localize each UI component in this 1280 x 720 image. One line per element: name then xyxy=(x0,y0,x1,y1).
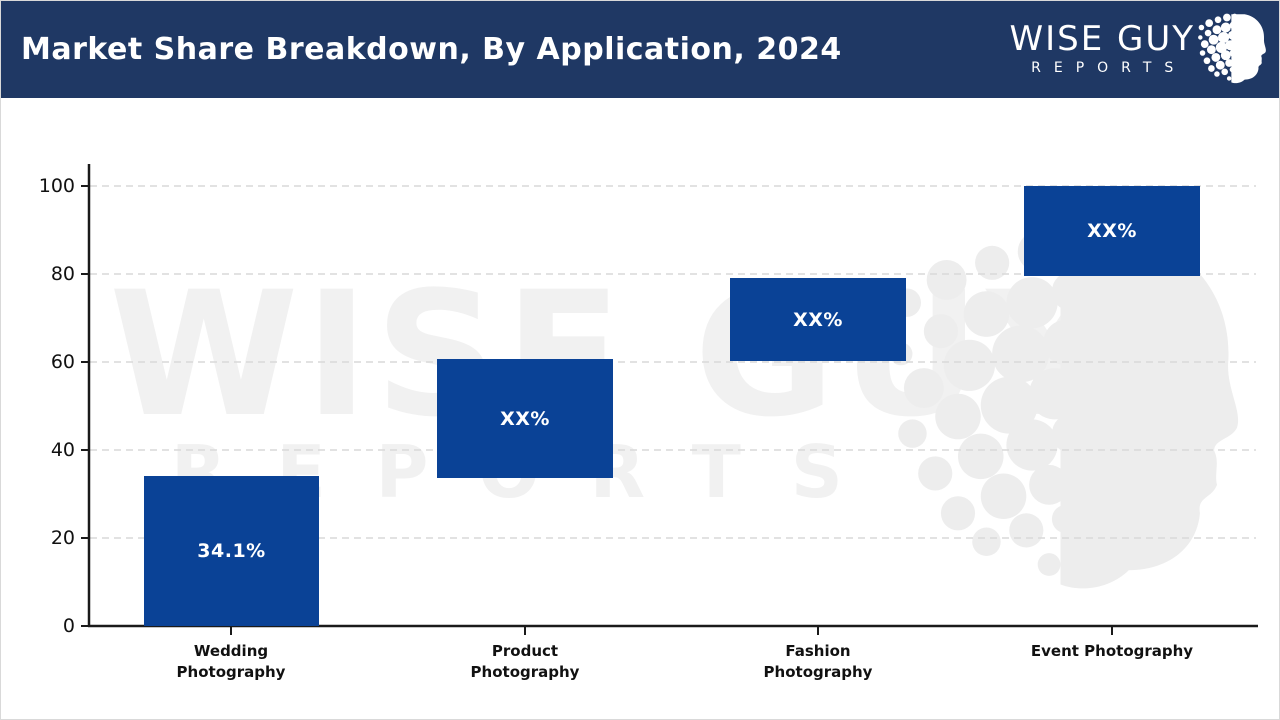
logo-text: WISE GUY REPORTS xyxy=(1009,19,1195,77)
bar-wedding-photography: 34.1% xyxy=(144,476,319,626)
wise-guy-logo: WISE GUY REPORTS xyxy=(1009,9,1269,87)
y-tick-label-80: 80 xyxy=(50,263,75,285)
x-label-wedding-photography: Wedding Photography xyxy=(176,642,286,681)
logo-face-icon xyxy=(1198,13,1266,84)
y-tick-label-0: 0 xyxy=(62,615,75,637)
bar-event-photography: XX% xyxy=(1024,186,1200,276)
bar-value-label: 34.1% xyxy=(197,540,266,562)
page-title: Market Share Breakdown, By Application, … xyxy=(21,32,842,67)
bar-value-label: XX% xyxy=(793,308,843,331)
y-tick-label-100: 100 xyxy=(38,175,75,197)
y-tick-label-20: 20 xyxy=(50,527,75,549)
logo-subtitle: REPORTS xyxy=(1031,60,1187,76)
bar-value-label: XX% xyxy=(1087,220,1137,242)
y-tick-label-60: 60 xyxy=(50,351,75,373)
x-label-event-photography: Event Photography xyxy=(1030,642,1194,660)
logo-name: WISE GUY xyxy=(1009,19,1195,59)
bar-product-photography: XX% xyxy=(437,359,613,478)
bar-value-label: XX% xyxy=(500,407,550,430)
x-label-fashion-photography: Fashion Photography xyxy=(763,642,873,681)
y-tick-label-40: 40 xyxy=(50,439,75,461)
bar-fashion-photography: XX% xyxy=(730,278,906,361)
x-label-product-photography: Product Photography xyxy=(470,642,580,681)
header-bar: Market Share Breakdown, By Application, … xyxy=(1,1,1279,98)
